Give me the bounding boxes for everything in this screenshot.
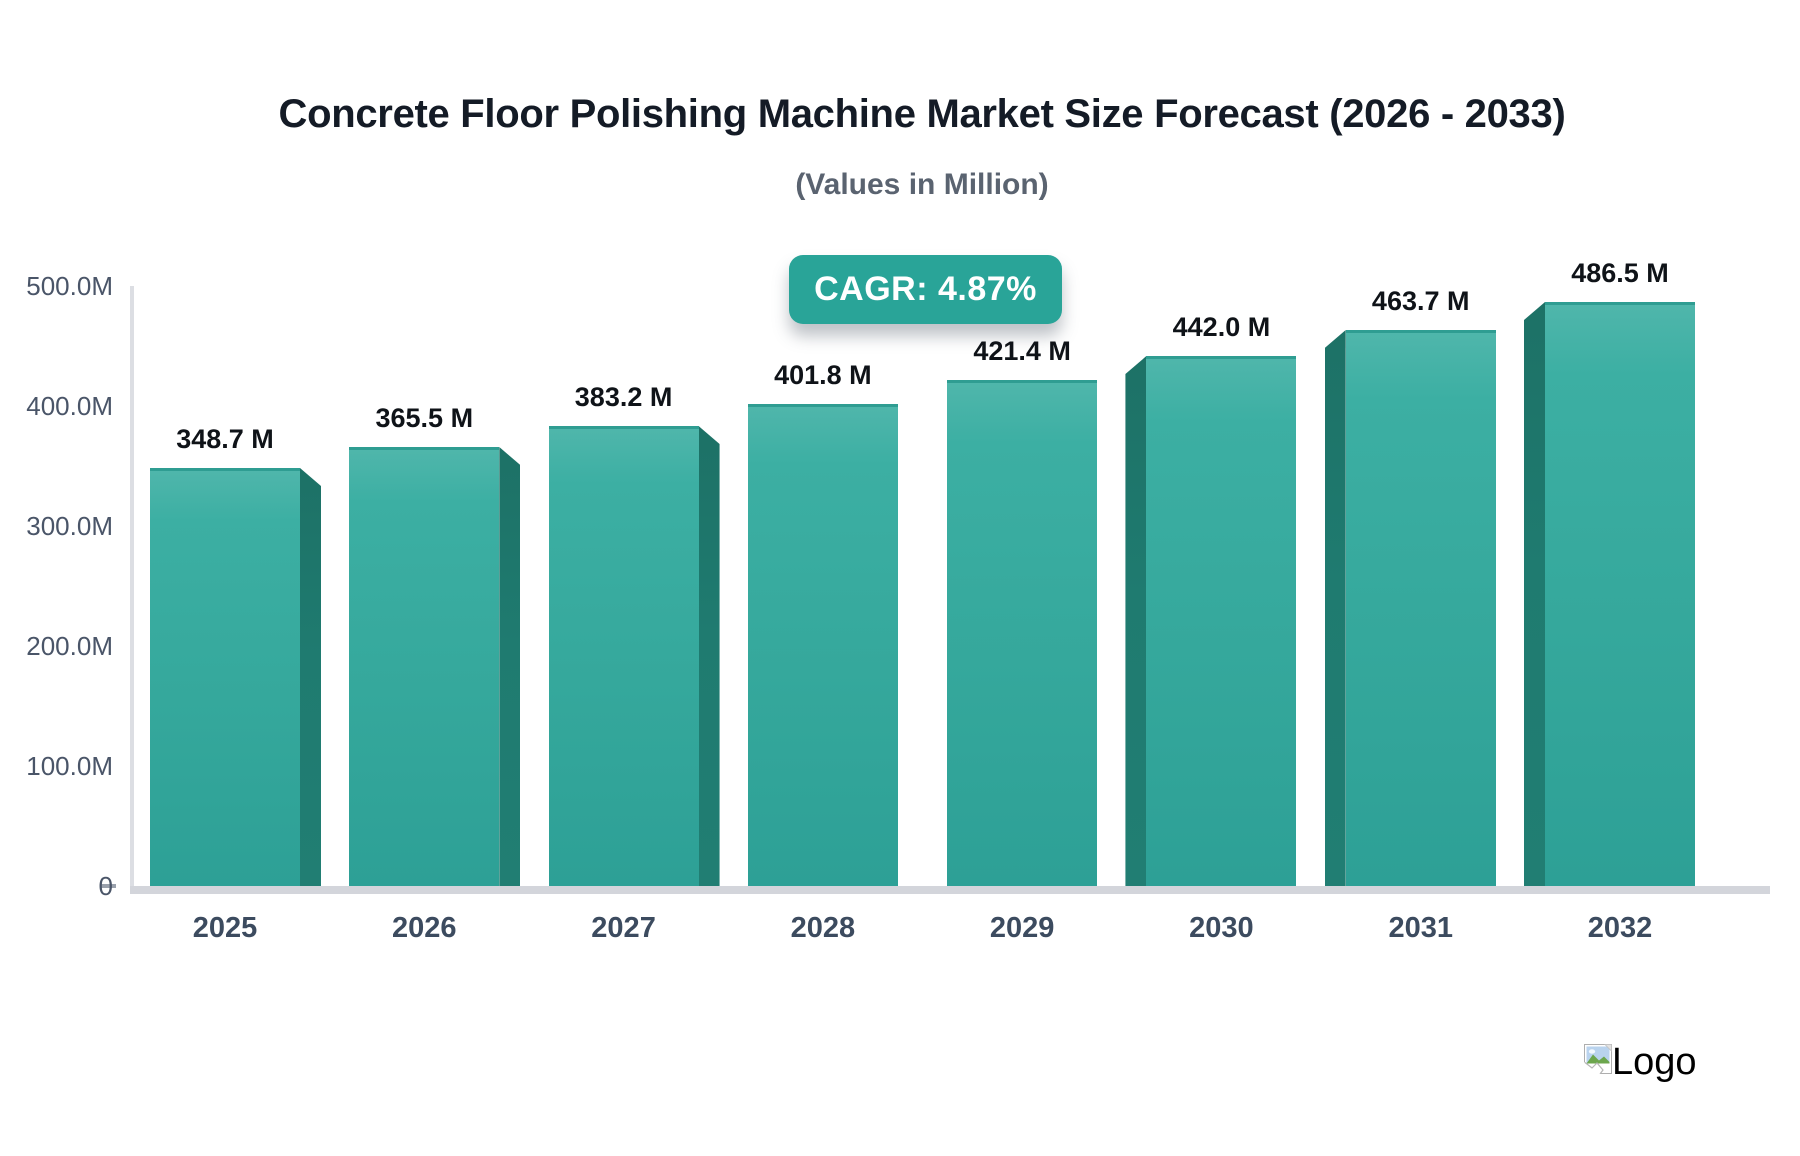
bar-side-3d [300, 468, 321, 886]
bar-value-label: 383.2 M [574, 382, 673, 412]
chart-title: Concrete Floor Polishing Machine Market … [278, 92, 1566, 136]
bar-side-3d [499, 447, 521, 886]
broken-image-icon [1584, 1044, 1612, 1074]
bar-value-label: 348.7 M [176, 424, 274, 454]
zero-tick-mark [101, 884, 116, 888]
bar-2031[interactable] [1345, 330, 1496, 886]
bar-side-3d [1324, 330, 1346, 886]
bar-2029[interactable] [947, 380, 1098, 886]
y-tick-label: 100.0M [26, 751, 113, 781]
chart-subtitle: (Values in Million) [795, 168, 1049, 201]
bar-side-3d [1524, 302, 1545, 886]
y-tick-label: 0 [98, 871, 113, 901]
x-tick-label: 2030 [1189, 912, 1254, 944]
bar-2025[interactable] [150, 468, 300, 886]
bar-2028[interactable] [747, 404, 898, 886]
x-tick-label: 2027 [591, 912, 656, 944]
bar-value-label: 401.8 M [774, 360, 872, 390]
bar-value-label: 421.4 M [973, 336, 1071, 366]
bar-side-3d [1125, 356, 1147, 886]
x-tick-label: 2028 [790, 912, 856, 944]
bar-value-label: 442.0 M [1172, 312, 1271, 342]
bar-2032[interactable] [1545, 302, 1695, 886]
bar-value-label: 365.5 M [375, 403, 474, 433]
y-tick-label: 400.0M [26, 391, 113, 421]
y-tick-label: 200.0M [26, 631, 113, 661]
bar-side-3d [698, 426, 720, 886]
cagr-badge: CAGR: 4.87% [789, 255, 1062, 324]
x-tick-label: 2025 [192, 912, 258, 944]
logo: Logo [1584, 1040, 1697, 1084]
bar-2030[interactable] [1146, 356, 1297, 886]
x-tick-label: 2031 [1388, 912, 1453, 944]
y-axis-line [130, 286, 134, 892]
bar-value-label: 486.5 M [1571, 258, 1669, 288]
y-tick-label: 300.0M [26, 511, 113, 541]
x-tick-label: 2032 [1587, 912, 1653, 944]
x-tick-label: 2029 [989, 912, 1055, 944]
bar-2026[interactable] [349, 447, 500, 886]
y-tick-label: 500.0M [26, 271, 113, 301]
logo-alt-text: Logo [1612, 1041, 1697, 1083]
x-tick-label: 2026 [392, 912, 457, 944]
bar-2027[interactable] [548, 426, 699, 886]
bar-value-label: 463.7 M [1371, 286, 1470, 316]
x-axis-baseline [130, 886, 1770, 894]
